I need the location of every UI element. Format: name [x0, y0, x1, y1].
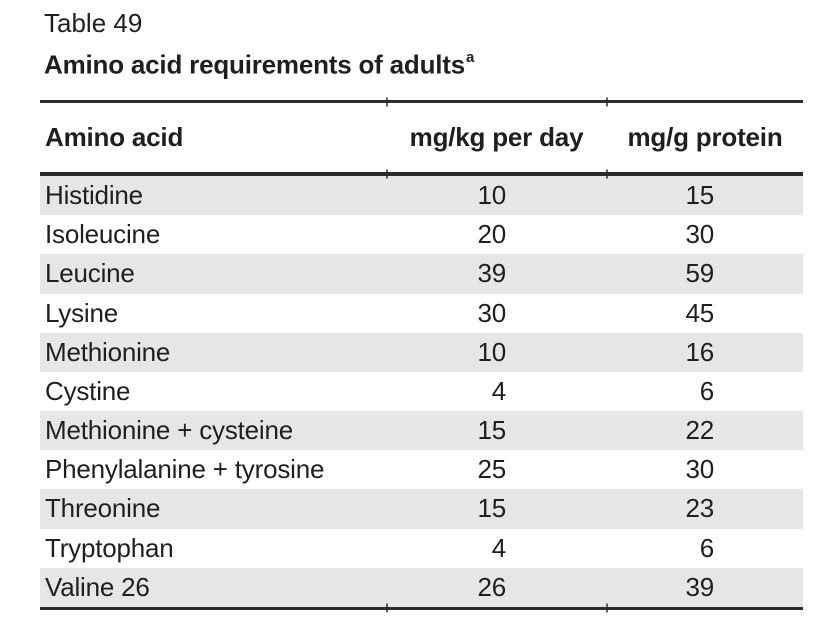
mg-kg-per-day-value: 15 — [477, 493, 506, 524]
mg-kg-per-day-value: 30 — [477, 297, 506, 328]
mg-g-protein-value: 23 — [685, 493, 714, 524]
amino-acid-name: Histidine — [45, 180, 143, 211]
amino-acid-name: Phenylalanine + tyrosine — [45, 454, 325, 485]
column-header-amino-acid: Amino acid — [45, 122, 184, 152]
table-row: Threonine 15 23 — [40, 489, 803, 529]
mg-kg-per-day-value: 39 — [477, 258, 506, 289]
table-bottom-rule — [40, 603, 803, 613]
table-row: Methionine 10 16 — [40, 332, 803, 372]
column-separator-tick — [386, 603, 388, 613]
table-row: Cystine 4 6 — [40, 372, 803, 411]
table-caption: Table 49 Amino acid requirements of adul… — [44, 6, 475, 82]
table-row: Isoleucine 20 30 — [40, 215, 803, 254]
table-header-row: Amino acid mg/kg per day mg/g protein — [40, 103, 803, 172]
table-row: Methionine + cysteine 15 22 — [40, 411, 803, 451]
table-title-text: Amino acid requirements of adults — [44, 49, 466, 80]
mg-g-protein-value: 59 — [685, 258, 714, 289]
amino-acid-name: Isoleucine — [45, 219, 161, 250]
table-row: Leucine 39 59 — [40, 254, 803, 294]
mg-kg-per-day-value: 20 — [477, 219, 506, 250]
footnote-marker: a — [466, 49, 475, 66]
amino-acid-name: Lysine — [45, 297, 118, 328]
table-header-rule — [40, 169, 803, 179]
amino-acid-name: Methionine + cysteine — [45, 415, 294, 446]
amino-acid-name: Valine 26 — [45, 571, 150, 602]
mg-g-protein-value: 15 — [685, 180, 714, 211]
amino-acid-name: Methionine — [45, 336, 171, 367]
mg-g-protein-value: 45 — [685, 297, 714, 328]
table-row: Phenylalanine + tyrosine 25 30 — [40, 450, 803, 489]
column-header-mg-kg-per-day: mg/kg per day — [409, 122, 584, 152]
column-separator-tick — [606, 603, 608, 613]
mg-kg-per-day-value: 10 — [477, 336, 506, 367]
mg-g-protein-value: 30 — [685, 454, 714, 485]
table-row: Histidine 10 15 — [40, 176, 803, 216]
table-body: Histidine 10 15 Isoleucine 20 30 Leucine… — [40, 176, 803, 607]
column-separator-tick — [606, 97, 608, 106]
table-number: Table 49 — [44, 8, 143, 38]
column-separator-tick — [386, 169, 388, 179]
column-separator-tick — [606, 169, 608, 179]
amino-acid-name: Threonine — [45, 493, 161, 524]
table-top-rule — [40, 97, 803, 106]
mg-g-protein-value: 6 — [699, 375, 714, 406]
table-row: Valine 26 26 39 — [40, 567, 803, 607]
mg-g-protein-value: 30 — [685, 219, 714, 250]
table-title: Amino acid requirements of adultsa — [44, 43, 475, 82]
mg-g-protein-value: 22 — [685, 415, 714, 446]
mg-kg-per-day-value: 26 — [477, 571, 506, 602]
column-header-mg-g-protein: mg/g protein — [627, 122, 783, 152]
amino-acid-name: Leucine — [45, 258, 135, 289]
mg-kg-per-day-value: 15 — [477, 415, 506, 446]
table-row: Tryptophan 4 6 — [40, 529, 803, 568]
mg-g-protein-value: 39 — [685, 571, 714, 602]
table-row: Lysine 30 45 — [40, 294, 803, 333]
mg-kg-per-day-value: 10 — [477, 180, 506, 211]
mg-kg-per-day-value: 25 — [477, 454, 506, 485]
amino-acid-table: Amino acid mg/kg per day mg/g protein Hi… — [40, 97, 803, 613]
column-separator-tick — [386, 97, 388, 106]
amino-acid-name: Tryptophan — [45, 532, 174, 563]
mg-g-protein-value: 6 — [699, 532, 714, 563]
mg-kg-per-day-value: 4 — [491, 532, 506, 563]
amino-acid-name: Cystine — [45, 375, 131, 406]
mg-g-protein-value: 16 — [685, 336, 714, 367]
mg-kg-per-day-value: 4 — [491, 375, 506, 406]
